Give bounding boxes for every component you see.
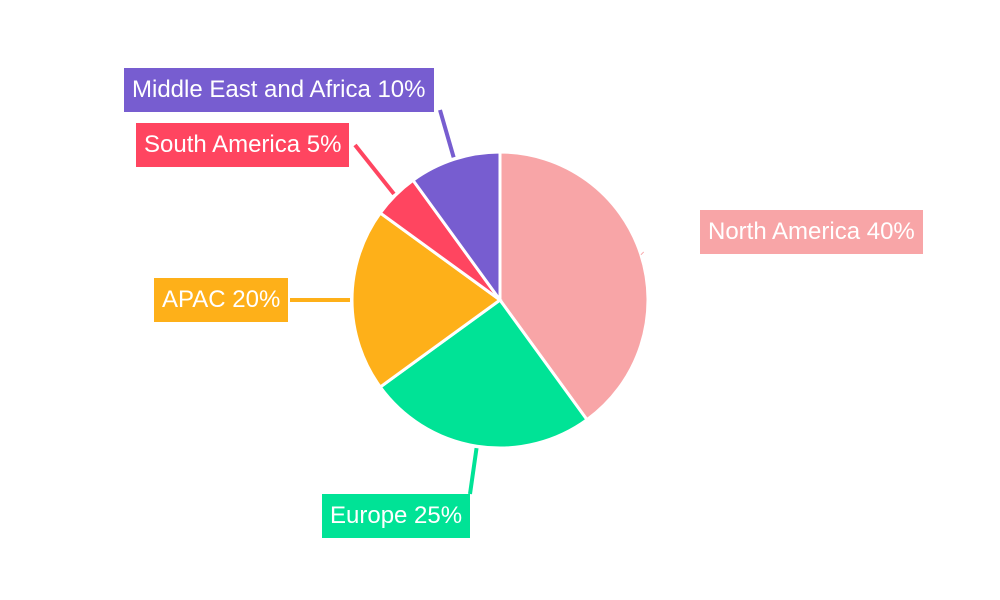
slice-north-america[interactable] — [498, 150, 650, 422]
slice-europe[interactable] — [378, 297, 590, 450]
label-north-america: North America 40% — [700, 210, 923, 254]
label-middle-east-africa: Middle East and Africa 10% — [124, 68, 434, 112]
label-europe: Europe 25% — [322, 494, 471, 538]
label-apac: APAC 20% — [154, 278, 289, 322]
leader-line-europe — [468, 447, 479, 495]
slice-apac[interactable] — [350, 210, 503, 390]
slice-middle-east-africa[interactable] — [410, 150, 502, 305]
leader-line-middle-east-africa — [438, 109, 456, 158]
leader-line-north-america — [640, 251, 645, 256]
leader-line-south-america — [353, 143, 396, 196]
label-south-america: South America 5% — [136, 123, 350, 167]
